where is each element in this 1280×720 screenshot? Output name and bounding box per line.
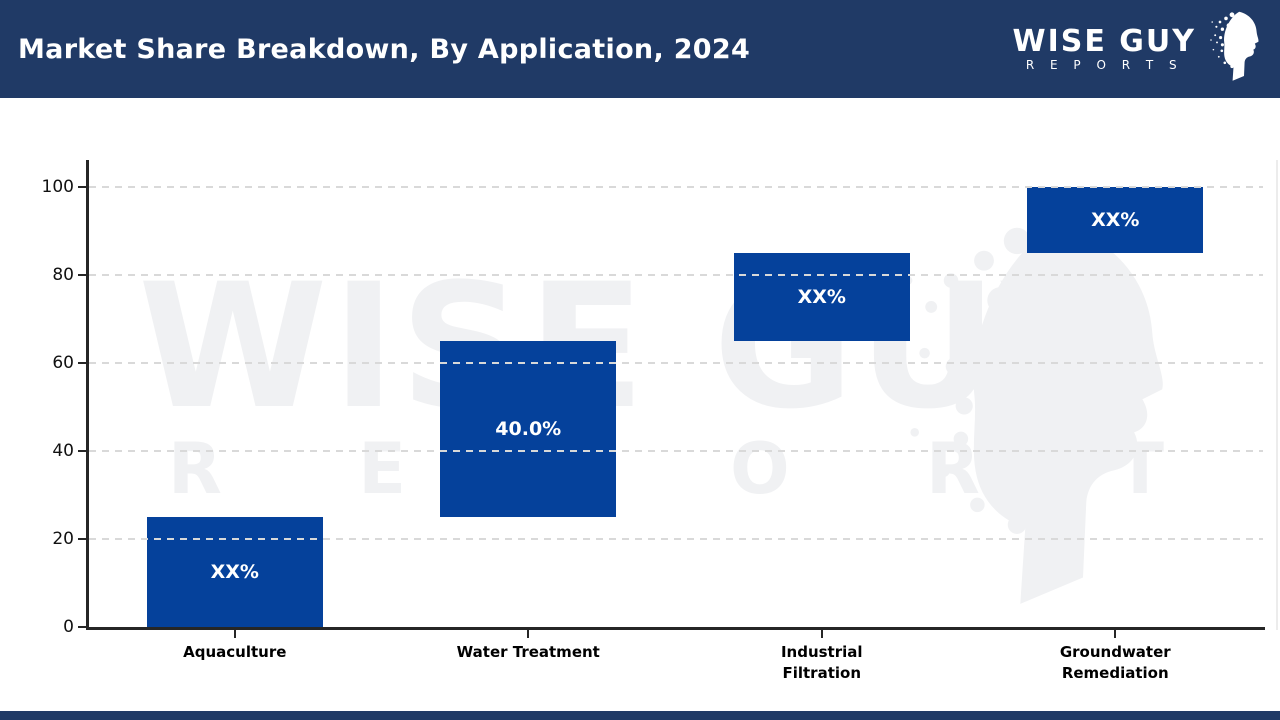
plot-right-edge (1276, 160, 1278, 630)
bar-value-label: XX% (210, 561, 259, 583)
y-tick-label: 20 (52, 529, 74, 549)
y-tick-label: 0 (63, 617, 74, 637)
x-category-label: Aquaculture (183, 643, 287, 661)
x-category-label: Industrial Filtration (780, 643, 863, 682)
y-tick-mark (78, 538, 86, 540)
x-tick-mark (233, 630, 236, 638)
y-tick-mark (78, 186, 86, 188)
brand-logo-text: WISE GUY R E P O R T S (1012, 26, 1196, 72)
bar-value-label: XX% (1091, 209, 1140, 231)
bar-segment: 40.0% (440, 341, 617, 517)
x-tick-mark (820, 630, 823, 638)
gridline (89, 450, 1263, 452)
y-tick-mark (78, 626, 86, 628)
bar-segment: XX% (146, 517, 323, 627)
x-tick-mark (1114, 630, 1117, 638)
bar-value-label: 40.0% (495, 418, 562, 440)
bar-segment: XX% (1027, 187, 1204, 253)
y-axis-line (86, 160, 89, 630)
chart-canvas: WISE GUY R E P O R T S 020406080100XX%Aq… (0, 98, 1280, 711)
bar-segment: XX% (733, 253, 910, 341)
gridline (89, 274, 1263, 276)
brand-logo: WISE GUY R E P O R T S (1012, 8, 1262, 90)
page-title: Market Share Breakdown, By Application, … (18, 33, 751, 65)
gridline (89, 362, 1263, 364)
y-tick-label: 40 (52, 441, 74, 461)
y-tick-mark (78, 274, 86, 276)
y-tick-label: 100 (41, 177, 74, 197)
x-category-label: Groundwater Remediation (1059, 643, 1171, 682)
y-tick-label: 80 (52, 265, 74, 285)
gridline (89, 186, 1263, 188)
dotted-head-profile-icon (1202, 8, 1262, 90)
bar-value-label: XX% (797, 286, 846, 308)
header-bar: Market Share Breakdown, By Application, … (0, 0, 1280, 98)
brand-wordmark: WISE GUY (1012, 24, 1196, 60)
x-category-label: Water Treatment (456, 643, 600, 661)
y-tick-mark (78, 450, 86, 452)
x-tick-mark (527, 630, 530, 638)
footer-strip (0, 711, 1280, 720)
x-axis-line (86, 627, 1265, 630)
brand-subtitle: R E P O R T S (1025, 58, 1183, 73)
gridline (89, 538, 1263, 540)
y-tick-label: 60 (52, 353, 74, 373)
y-tick-mark (78, 362, 86, 364)
